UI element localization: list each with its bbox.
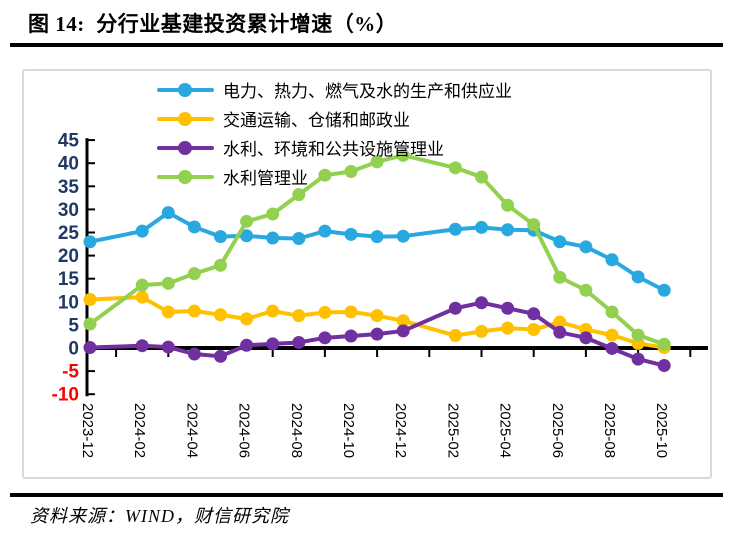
source-divider-line [10, 493, 723, 497]
svg-text:2024-12: 2024-12 [392, 403, 409, 458]
legend-item-power-heat-gas-water: 电力、热力、燃气及水的生产和供应业 [157, 75, 512, 104]
source-note: 资料来源：WIND，财信研究院 [30, 506, 289, 526]
svg-text:30: 30 [58, 200, 79, 221]
svg-text:2023-12: 2023-12 [79, 403, 96, 458]
svg-text:35: 35 [58, 177, 80, 198]
svg-text:2025-06: 2025-06 [549, 403, 566, 458]
svg-text:0: 0 [68, 339, 79, 360]
svg-text:2025-10: 2025-10 [653, 403, 670, 458]
legend-item-water-env-facilities: 水利、环境和公共设施管理业 [157, 133, 512, 162]
svg-text:40: 40 [58, 154, 79, 175]
legend-label: 交通运输、仓储和邮政业 [223, 111, 410, 130]
svg-text:2024-06: 2024-06 [236, 403, 253, 458]
title-divider-line [10, 43, 723, 47]
svg-text:25: 25 [58, 223, 80, 244]
svg-text:-5: -5 [62, 362, 79, 383]
svg-text:15: 15 [58, 269, 80, 290]
legend-line-marker-icon [157, 111, 214, 126]
legend-item-transport-storage-post: 交通运输、仓储和邮政业 [157, 104, 512, 133]
legend-line-marker-icon [157, 82, 214, 97]
legend-label: 水利管理业 [223, 169, 308, 188]
chart-legend: 电力、热力、燃气及水的生产和供应业 交通运输、仓储和邮政业 水利、环境和公共设施… [157, 75, 512, 191]
chart-area: -10 -5 0 5 10 15 20 25 30 35 40 45 2023-12 2024-02 202… [22, 69, 712, 479]
svg-text:-10: -10 [52, 385, 79, 406]
svg-text:20: 20 [58, 246, 79, 267]
svg-text:2024-04: 2024-04 [183, 403, 200, 458]
svg-text:2024-02: 2024-02 [131, 403, 148, 458]
figure-title: 图 14: 分行业基建投资累计增速（%） [28, 12, 398, 36]
svg-text:2025-02: 2025-02 [444, 403, 461, 458]
svg-text:5: 5 [68, 315, 79, 336]
svg-text:10: 10 [58, 292, 79, 313]
svg-text:2024-08: 2024-08 [288, 403, 305, 458]
svg-text:45: 45 [58, 131, 80, 152]
svg-text:2025-04: 2025-04 [497, 403, 514, 458]
legend-line-marker-icon [157, 140, 214, 155]
legend-item-water-management: 水利管理业 [157, 162, 512, 191]
svg-text:2024-10: 2024-10 [340, 403, 357, 458]
svg-text:2025-08: 2025-08 [601, 403, 618, 458]
legend-label: 水利、环境和公共设施管理业 [223, 140, 444, 159]
legend-line-marker-icon [157, 169, 214, 184]
legend-label: 电力、热力、燃气及水的生产和供应业 [223, 82, 512, 101]
